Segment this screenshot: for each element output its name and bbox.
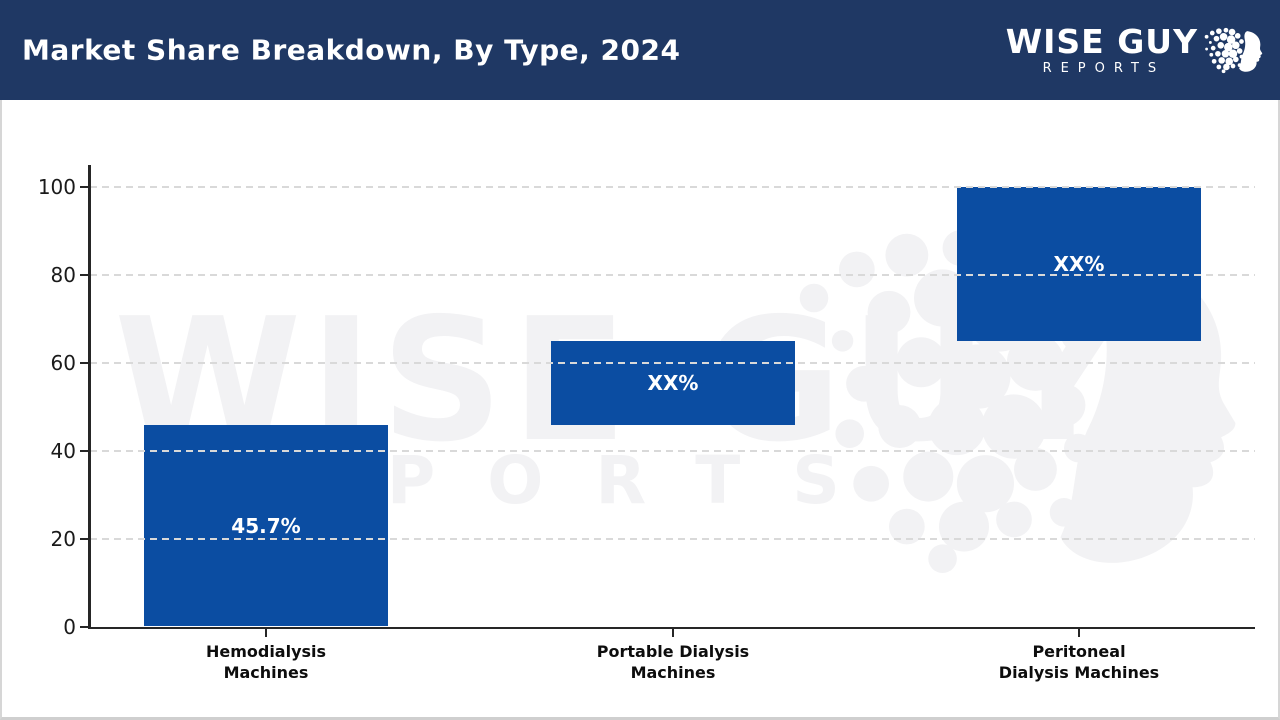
bar-hemodialysis-machines xyxy=(144,425,388,627)
gridline-y-40 xyxy=(90,449,1255,452)
y-tick-label-80: 80 xyxy=(50,262,76,287)
y-tick-mark-40 xyxy=(80,449,88,452)
page-title: Market Share Breakdown, By Type, 2024 xyxy=(22,33,681,67)
y-tick-label-40: 40 xyxy=(50,438,76,463)
y-tick-mark-20 xyxy=(80,537,88,540)
y-tick-mark-60 xyxy=(80,361,88,364)
y-tick-mark-100 xyxy=(80,185,88,188)
bar-value-label-hemodialysis-machines: 45.7% xyxy=(231,513,301,538)
x-tick-mark-peritoneal-dialysis-machines xyxy=(1078,628,1080,637)
y-tick-label-100: 100 xyxy=(37,174,76,199)
x-category-label-portable-dialysis-machines: Portable Dialysis Machines xyxy=(596,642,750,682)
y-tick-mark-80 xyxy=(80,273,88,276)
y-tick-label-20: 20 xyxy=(50,526,76,551)
gridline-y-20 xyxy=(90,537,1255,540)
dotted-head-logo-icon xyxy=(1204,27,1263,74)
y-axis-line xyxy=(88,165,91,628)
logo-text: WISE GUY REPORTS xyxy=(1005,21,1198,76)
x-tick-mark-hemodialysis-machines xyxy=(265,628,267,637)
x-category-label-hemodialysis-machines: Hemodialysis Machines xyxy=(205,642,327,682)
bar-value-label-peritoneal-dialysis-machines: XX% xyxy=(1053,251,1105,276)
y-tick-label-60: 60 xyxy=(50,350,76,375)
y-tick-mark-0 xyxy=(80,625,88,628)
wise-guy-reports-logo: WISE GUY REPORTS xyxy=(1006,8,1266,92)
header-bar: Market Share Breakdown, By Type, 2024 WI… xyxy=(0,0,1280,100)
chart-canvas: WISE GUY REPORTS 0 20 40 60 80 100 45.7% Hemodi… xyxy=(0,100,1280,720)
gridline-y-100 xyxy=(90,185,1255,188)
x-category-label-peritoneal-dialysis-machines: Peritoneal Dialysis Machines xyxy=(998,642,1160,682)
logo-wordmark: WISE GUY xyxy=(1005,21,1198,61)
gridline-y-60 xyxy=(90,361,1255,364)
logo-subtext: REPORTS xyxy=(1042,60,1166,76)
bar-value-label-portable-dialysis-machines: XX% xyxy=(647,370,699,395)
bar-portable-dialysis-machines xyxy=(551,340,795,426)
y-tick-label-0: 0 xyxy=(63,614,76,639)
x-axis-line xyxy=(88,626,1255,629)
x-tick-mark-portable-dialysis-machines xyxy=(672,628,674,637)
gridline-y-80 xyxy=(90,273,1255,276)
